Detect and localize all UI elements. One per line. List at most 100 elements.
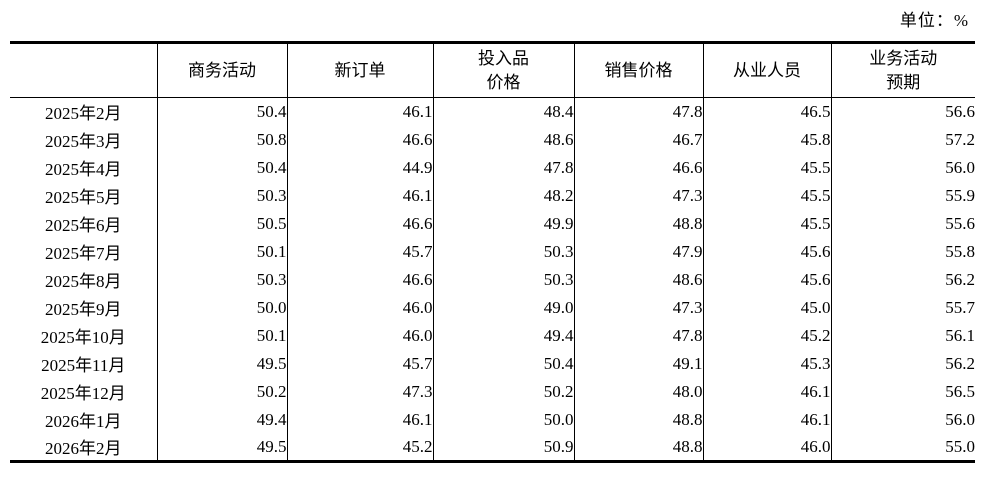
employment-cell: 45.2 bbox=[702, 321, 831, 350]
header-cell-employment: 从业人员 bbox=[702, 42, 831, 98]
header-cell-new-orders: 新订单 bbox=[286, 42, 433, 98]
new-orders-cell: 44.9 bbox=[286, 153, 433, 182]
input-prices-cell: 48.4 bbox=[432, 97, 574, 126]
sales-prices-cell: 47.8 bbox=[573, 321, 703, 350]
employment-cell: 45.0 bbox=[702, 293, 831, 322]
business-expectations-cell: 56.6 bbox=[830, 97, 975, 126]
business-activity-cell: 50.1 bbox=[156, 237, 287, 266]
new-orders-cell: 46.6 bbox=[286, 265, 433, 294]
table-row: 2025年5月 50.3 46.1 48.2 47.3 45.5 55.9 bbox=[10, 181, 975, 210]
table-row: 2026年2月 49.5 45.2 50.9 48.8 46.0 55.0 bbox=[10, 433, 975, 462]
new-orders-cell: 46.6 bbox=[286, 209, 433, 238]
month-cell: 2025年6月 bbox=[45, 216, 122, 235]
input-prices-cell: 47.8 bbox=[432, 153, 574, 182]
table-row: 2025年9月 50.0 46.0 49.0 47.3 45.0 55.7 bbox=[10, 293, 975, 322]
employment-cell: 45.6 bbox=[702, 237, 831, 266]
header-cell-business-expectations: 业务活动 预期 bbox=[830, 42, 975, 98]
sales-prices-cell: 48.8 bbox=[573, 209, 703, 238]
sales-prices-cell: 47.9 bbox=[573, 237, 703, 266]
table-row: 2025年10月 50.1 46.0 49.4 47.8 45.2 56.1 bbox=[10, 321, 975, 350]
month-cell: 2025年2月 bbox=[45, 104, 122, 124]
month-cell: 2026年2月 bbox=[45, 439, 122, 459]
header-cell-input-prices: 投入品 价格 bbox=[432, 42, 574, 98]
employment-cell: 46.1 bbox=[702, 377, 831, 406]
employment-cell: 45.8 bbox=[702, 125, 831, 154]
new-orders-cell: 46.1 bbox=[286, 97, 433, 126]
new-orders-cell: 46.6 bbox=[286, 125, 433, 154]
business-activity-cell: 50.0 bbox=[156, 293, 287, 322]
business-activity-cell: 50.4 bbox=[156, 153, 287, 182]
employment-cell: 45.5 bbox=[702, 209, 831, 238]
table-row: 2025年11月 49.5 45.7 50.4 49.1 45.3 56.2 bbox=[10, 349, 975, 378]
header-cell-business-activity: 商务活动 bbox=[156, 42, 287, 98]
table-row: 2025年4月 50.4 44.9 47.8 46.6 45.5 56.0 bbox=[10, 153, 975, 182]
business-activity-cell: 49.4 bbox=[156, 405, 287, 434]
sales-prices-cell: 46.7 bbox=[573, 125, 703, 154]
employment-cell: 45.3 bbox=[702, 349, 831, 378]
table-row: 2025年12月 50.2 47.3 50.2 48.0 46.1 56.5 bbox=[10, 377, 975, 406]
month-cell: 2025年12月 bbox=[40, 384, 126, 403]
business-expectations-cell: 57.2 bbox=[830, 125, 975, 154]
input-prices-cell: 49.0 bbox=[432, 293, 574, 322]
table-body: 2025年2月 50.4 46.1 48.4 47.8 46.5 56.6 20… bbox=[10, 97, 975, 462]
table-row: 2025年6月 50.5 46.6 49.9 48.8 45.5 55.6 bbox=[10, 209, 975, 238]
input-prices-cell: 50.9 bbox=[432, 433, 574, 462]
business-activity-cell: 50.1 bbox=[156, 321, 287, 350]
business-activity-cell: 50.4 bbox=[156, 97, 287, 126]
input-prices-cell: 50.3 bbox=[432, 237, 574, 266]
month-cell: 2025年5月 bbox=[45, 188, 122, 207]
sales-prices-cell: 47.3 bbox=[573, 181, 703, 210]
new-orders-cell: 46.1 bbox=[286, 181, 433, 210]
month-cell: 2025年4月 bbox=[45, 160, 122, 179]
input-prices-cell: 49.9 bbox=[432, 209, 574, 238]
month-cell: 2026年1月 bbox=[45, 412, 122, 431]
business-expectations-cell: 55.6 bbox=[830, 209, 975, 238]
header-cell-sales-prices: 销售价格 bbox=[573, 42, 703, 98]
sales-prices-cell: 48.0 bbox=[573, 377, 703, 406]
input-prices-cell: 50.4 bbox=[432, 349, 574, 378]
input-prices-cell: 48.6 bbox=[432, 125, 574, 154]
table-row: 2025年7月 50.1 45.7 50.3 47.9 45.6 55.8 bbox=[10, 237, 975, 266]
business-expectations-cell: 55.0 bbox=[830, 433, 975, 462]
table-header: 商务活动 新订单 投入品 价格 销售价格 从业人员 业务活动 预期 bbox=[10, 42, 975, 98]
employment-cell: 45.6 bbox=[702, 265, 831, 294]
employment-cell: 45.5 bbox=[702, 153, 831, 182]
sales-prices-cell: 49.1 bbox=[573, 349, 703, 378]
sales-prices-cell: 47.3 bbox=[573, 293, 703, 322]
business-activity-cell: 50.3 bbox=[156, 265, 287, 294]
business-expectations-cell: 56.0 bbox=[830, 405, 975, 434]
month-cell: 2025年9月 bbox=[45, 300, 122, 319]
table-row: 2026年1月 49.4 46.1 50.0 48.8 46.1 56.0 bbox=[10, 405, 975, 434]
business-expectations-cell: 56.5 bbox=[830, 377, 975, 406]
new-orders-cell: 47.3 bbox=[286, 377, 433, 406]
sales-prices-cell: 47.8 bbox=[573, 97, 703, 126]
new-orders-cell: 45.2 bbox=[286, 433, 433, 462]
new-orders-cell: 46.1 bbox=[286, 405, 433, 434]
header-row: 商务活动 新订单 投入品 价格 销售价格 从业人员 业务活动 预期 bbox=[10, 42, 975, 98]
month-cell: 2025年8月 bbox=[45, 272, 122, 291]
input-prices-cell: 49.4 bbox=[432, 321, 574, 350]
table-row: 2025年3月 50.8 46.6 48.6 46.7 45.8 57.2 bbox=[10, 125, 975, 154]
header-cell-month bbox=[10, 42, 157, 98]
sales-prices-cell: 48.8 bbox=[573, 433, 703, 462]
business-activity-cell: 49.5 bbox=[156, 349, 287, 378]
business-expectations-cell: 56.2 bbox=[830, 349, 975, 378]
input-prices-cell: 48.2 bbox=[432, 181, 574, 210]
pmi-indices-table: 商务活动 新订单 投入品 价格 销售价格 从业人员 业务活动 预期 2025年2… bbox=[10, 41, 975, 463]
business-expectations-cell: 56.2 bbox=[830, 265, 975, 294]
business-activity-cell: 49.5 bbox=[156, 433, 287, 462]
business-expectations-cell: 56.1 bbox=[830, 321, 975, 350]
business-activity-cell: 50.8 bbox=[156, 125, 287, 154]
sales-prices-cell: 48.6 bbox=[573, 265, 703, 294]
sales-prices-cell: 46.6 bbox=[573, 153, 703, 182]
new-orders-cell: 45.7 bbox=[286, 237, 433, 266]
month-cell: 2025年10月 bbox=[40, 328, 126, 347]
unit-label: 单位：% bbox=[899, 11, 969, 30]
new-orders-cell: 46.0 bbox=[286, 321, 433, 350]
month-cell: 2025年7月 bbox=[45, 244, 122, 263]
business-activity-cell: 50.2 bbox=[156, 377, 287, 406]
new-orders-cell: 46.0 bbox=[286, 293, 433, 322]
business-expectations-cell: 55.9 bbox=[830, 181, 975, 210]
employment-cell: 46.1 bbox=[702, 405, 831, 434]
